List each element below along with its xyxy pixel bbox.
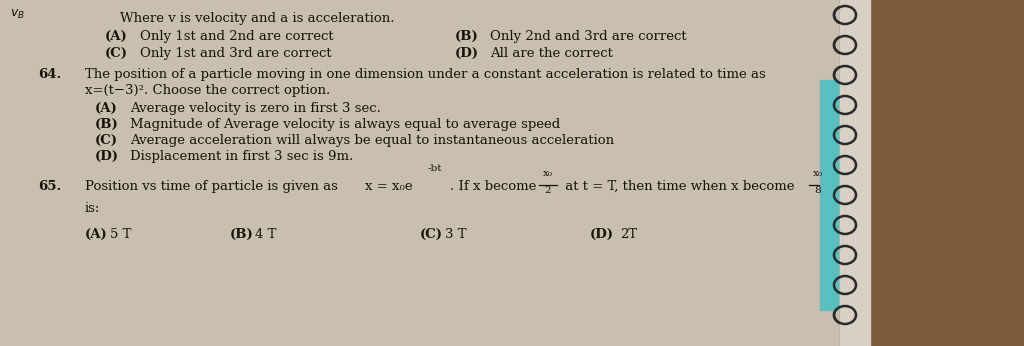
Text: (D): (D)	[95, 150, 119, 163]
Text: x=(t−3)². Choose the correct option.: x=(t−3)². Choose the correct option.	[85, 84, 331, 97]
Text: The position of a particle moving in one dimension under a constant acceleration: The position of a particle moving in one…	[85, 68, 766, 81]
Text: (B): (B)	[455, 30, 479, 43]
Text: x = x₀e: x = x₀e	[365, 180, 413, 193]
Text: 3 T: 3 T	[445, 228, 467, 241]
Text: 2: 2	[545, 186, 551, 195]
Text: 4 T: 4 T	[255, 228, 276, 241]
Text: $v_B$: $v_B$	[10, 8, 25, 21]
Text: 8: 8	[815, 186, 821, 195]
Text: Only 1st and 3rd are correct: Only 1st and 3rd are correct	[140, 47, 332, 60]
Bar	[840, 0, 870, 346]
Text: Only 1st and 2nd are correct: Only 1st and 2nd are correct	[140, 30, 334, 43]
Text: 5 T: 5 T	[110, 228, 131, 241]
Text: Displacement in first 3 sec is 9m.: Displacement in first 3 sec is 9m.	[130, 150, 353, 163]
Text: (D): (D)	[590, 228, 614, 241]
Text: (B): (B)	[230, 228, 254, 241]
Text: Average velocity is zero in first 3 sec.: Average velocity is zero in first 3 sec.	[130, 102, 381, 115]
Text: (C): (C)	[95, 134, 118, 147]
Text: Average acceleration will always be equal to instantaneous acceleration: Average acceleration will always be equa…	[130, 134, 614, 147]
Bar	[840, 0, 1024, 346]
Text: 2T: 2T	[620, 228, 637, 241]
Text: (D): (D)	[455, 47, 479, 60]
Text: Position vs time of particle is given as: Position vs time of particle is given as	[85, 180, 342, 193]
Text: x₀: x₀	[543, 169, 553, 178]
Text: (C): (C)	[105, 47, 128, 60]
Text: (C): (C)	[420, 228, 443, 241]
Text: at t = T, then time when x become: at t = T, then time when x become	[561, 180, 795, 193]
Text: . If x become: . If x become	[450, 180, 537, 193]
Text: Only 2nd and 3rd are correct: Only 2nd and 3rd are correct	[490, 30, 687, 43]
Text: (A): (A)	[95, 102, 118, 115]
Text: 64.: 64.	[38, 68, 61, 81]
Text: (A): (A)	[85, 228, 108, 241]
Text: -bt: -bt	[428, 164, 442, 173]
Bar	[820, 80, 838, 310]
Text: (A): (A)	[105, 30, 128, 43]
Text: (B): (B)	[95, 118, 119, 131]
Text: Magnitude of Average velocity is always equal to average speed: Magnitude of Average velocity is always …	[130, 118, 560, 131]
Text: 65.: 65.	[38, 180, 61, 193]
Text: x₀: x₀	[813, 169, 823, 178]
Text: All are the correct: All are the correct	[490, 47, 613, 60]
Text: Where v is velocity and a is acceleration.: Where v is velocity and a is acceleratio…	[120, 12, 394, 25]
Text: is:: is:	[85, 202, 100, 215]
